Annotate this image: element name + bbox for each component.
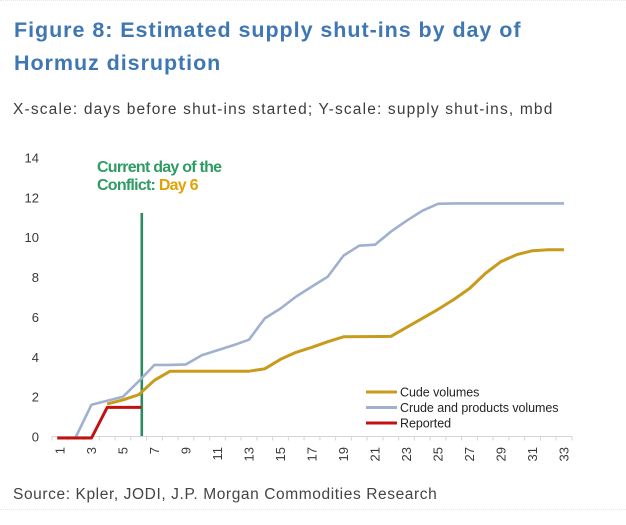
svg-text:8: 8	[32, 270, 39, 285]
svg-text:Crude and products volumes: Crude and products volumes	[400, 401, 559, 415]
svg-text:2: 2	[32, 390, 39, 405]
svg-text:27: 27	[462, 447, 477, 461]
svg-text:25: 25	[431, 447, 446, 461]
svg-text:Reported: Reported	[400, 417, 451, 431]
svg-text:10: 10	[25, 230, 39, 245]
svg-text:9: 9	[179, 447, 194, 454]
svg-text:21: 21	[368, 447, 383, 461]
svg-text:1: 1	[53, 447, 68, 454]
svg-text:12: 12	[25, 190, 39, 205]
svg-text:23: 23	[399, 447, 414, 461]
svg-text:31: 31	[525, 447, 540, 461]
svg-text:7: 7	[147, 447, 162, 454]
svg-text:19: 19	[336, 447, 351, 461]
svg-text:11: 11	[210, 447, 225, 461]
svg-text:14: 14	[25, 151, 39, 166]
svg-text:29: 29	[494, 447, 509, 461]
svg-text:33: 33	[557, 447, 572, 461]
svg-text:17: 17	[305, 447, 320, 461]
svg-text:5: 5	[116, 447, 131, 454]
svg-text:13: 13	[242, 447, 257, 461]
svg-text:3: 3	[84, 447, 99, 454]
svg-text:6: 6	[32, 310, 39, 325]
svg-text:Cude volumes: Cude volumes	[400, 386, 479, 400]
svg-text:4: 4	[32, 350, 39, 365]
svg-text:0: 0	[32, 430, 39, 445]
svg-text:15: 15	[273, 447, 288, 461]
